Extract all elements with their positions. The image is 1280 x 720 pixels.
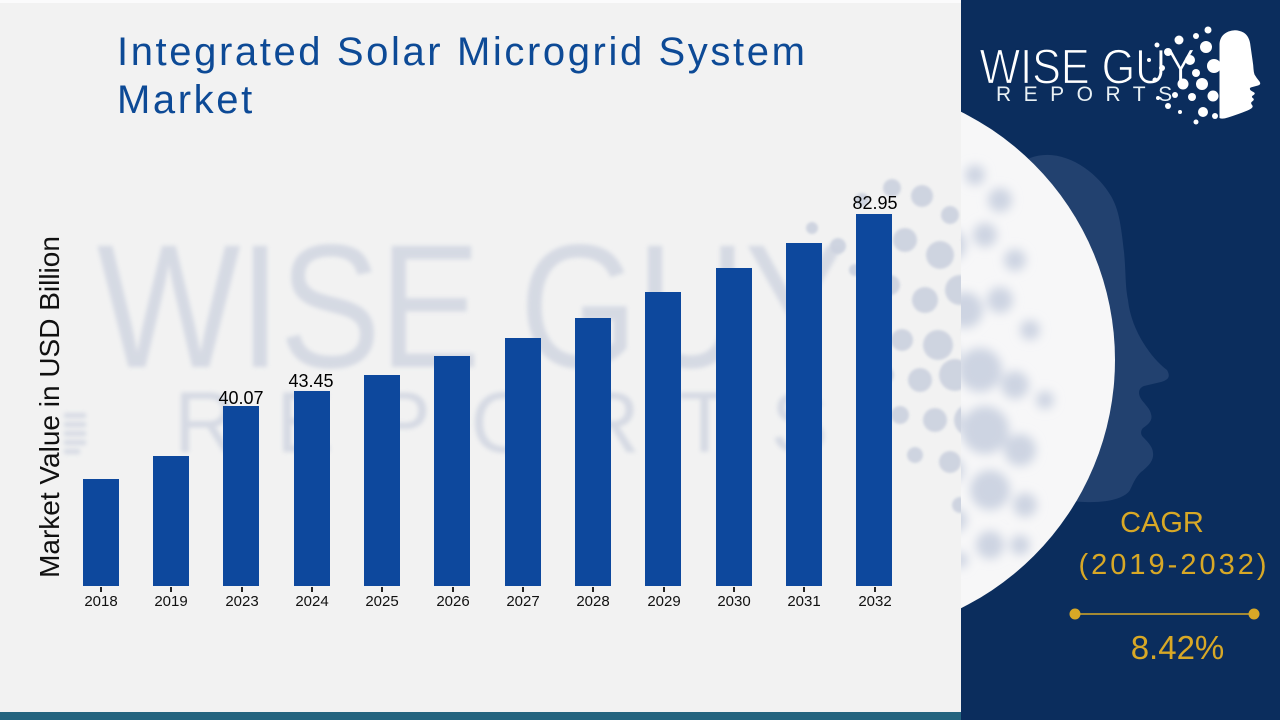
- svg-text:REPORTS: REPORTS: [996, 83, 1185, 106]
- svg-text:WISE GUY: WISE GUY: [979, 39, 1195, 94]
